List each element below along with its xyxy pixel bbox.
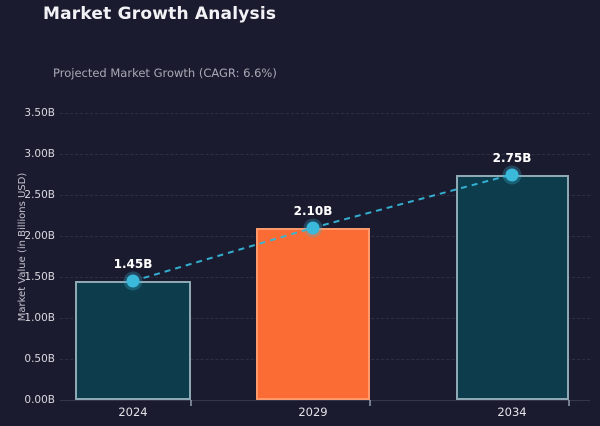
value-label-2034: 2.75B bbox=[492, 150, 532, 165]
value-label-2024: 1.45B bbox=[113, 257, 153, 272]
y-tick-label: 3.00B bbox=[24, 148, 55, 160]
x-tick-label-2029: 2029 bbox=[298, 405, 328, 419]
data-point-marker-2029[interactable] bbox=[306, 221, 320, 235]
y-tick-label: 2.00B bbox=[24, 230, 55, 242]
x-axis-tick bbox=[369, 400, 371, 406]
bar-2034[interactable] bbox=[455, 174, 569, 400]
x-axis-tick bbox=[190, 400, 192, 406]
bar-2024[interactable] bbox=[75, 281, 191, 400]
y-tick-label: 3.50B bbox=[24, 107, 55, 119]
y-tick-label: 0.50B bbox=[24, 353, 55, 365]
data-point-marker-2034[interactable] bbox=[505, 168, 519, 181]
y-tick-label: 0.00B bbox=[24, 394, 55, 406]
y-tick-label: 2.50B bbox=[24, 189, 55, 201]
gridline bbox=[60, 195, 590, 196]
x-tick-label-2034: 2034 bbox=[497, 405, 527, 419]
data-point-marker-2024[interactable] bbox=[126, 274, 140, 288]
x-axis-tick bbox=[567, 400, 570, 406]
chart-title: Market Growth Analysis bbox=[43, 4, 277, 24]
chart-subtitle: Projected Market Growth (CAGR: 6.6%) bbox=[53, 66, 277, 80]
y-tick-label: 1.50B bbox=[24, 271, 55, 283]
gridline bbox=[60, 113, 590, 114]
x-tick-label-2024: 2024 bbox=[118, 405, 148, 419]
bar-2029[interactable] bbox=[256, 227, 370, 400]
y-tick-label: 1.00B bbox=[24, 312, 55, 324]
value-label-2029: 2.10B bbox=[293, 203, 333, 218]
gridline bbox=[60, 154, 590, 155]
x-axis-line bbox=[60, 400, 590, 401]
